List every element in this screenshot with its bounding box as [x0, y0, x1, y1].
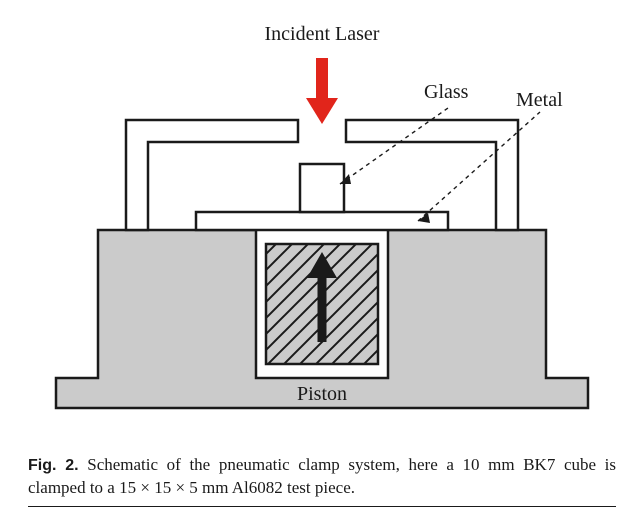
caption-rule	[28, 506, 616, 507]
label-incident-laser: Incident Laser	[265, 23, 380, 45]
pneumatic-clamp-diagram: Incident Laser Glass Metal Piston	[28, 12, 616, 442]
figure-caption-text: Schematic of the pneumatic clamp system,…	[28, 455, 616, 497]
figure: Incident Laser Glass Metal Piston	[28, 12, 616, 442]
figure-label: Fig. 2.	[28, 457, 79, 474]
label-metal: Metal	[516, 89, 563, 111]
figure-caption: Fig. 2. Schematic of the pneumatic clamp…	[28, 454, 616, 500]
label-piston: Piston	[297, 383, 347, 405]
label-glass: Glass	[424, 81, 469, 103]
